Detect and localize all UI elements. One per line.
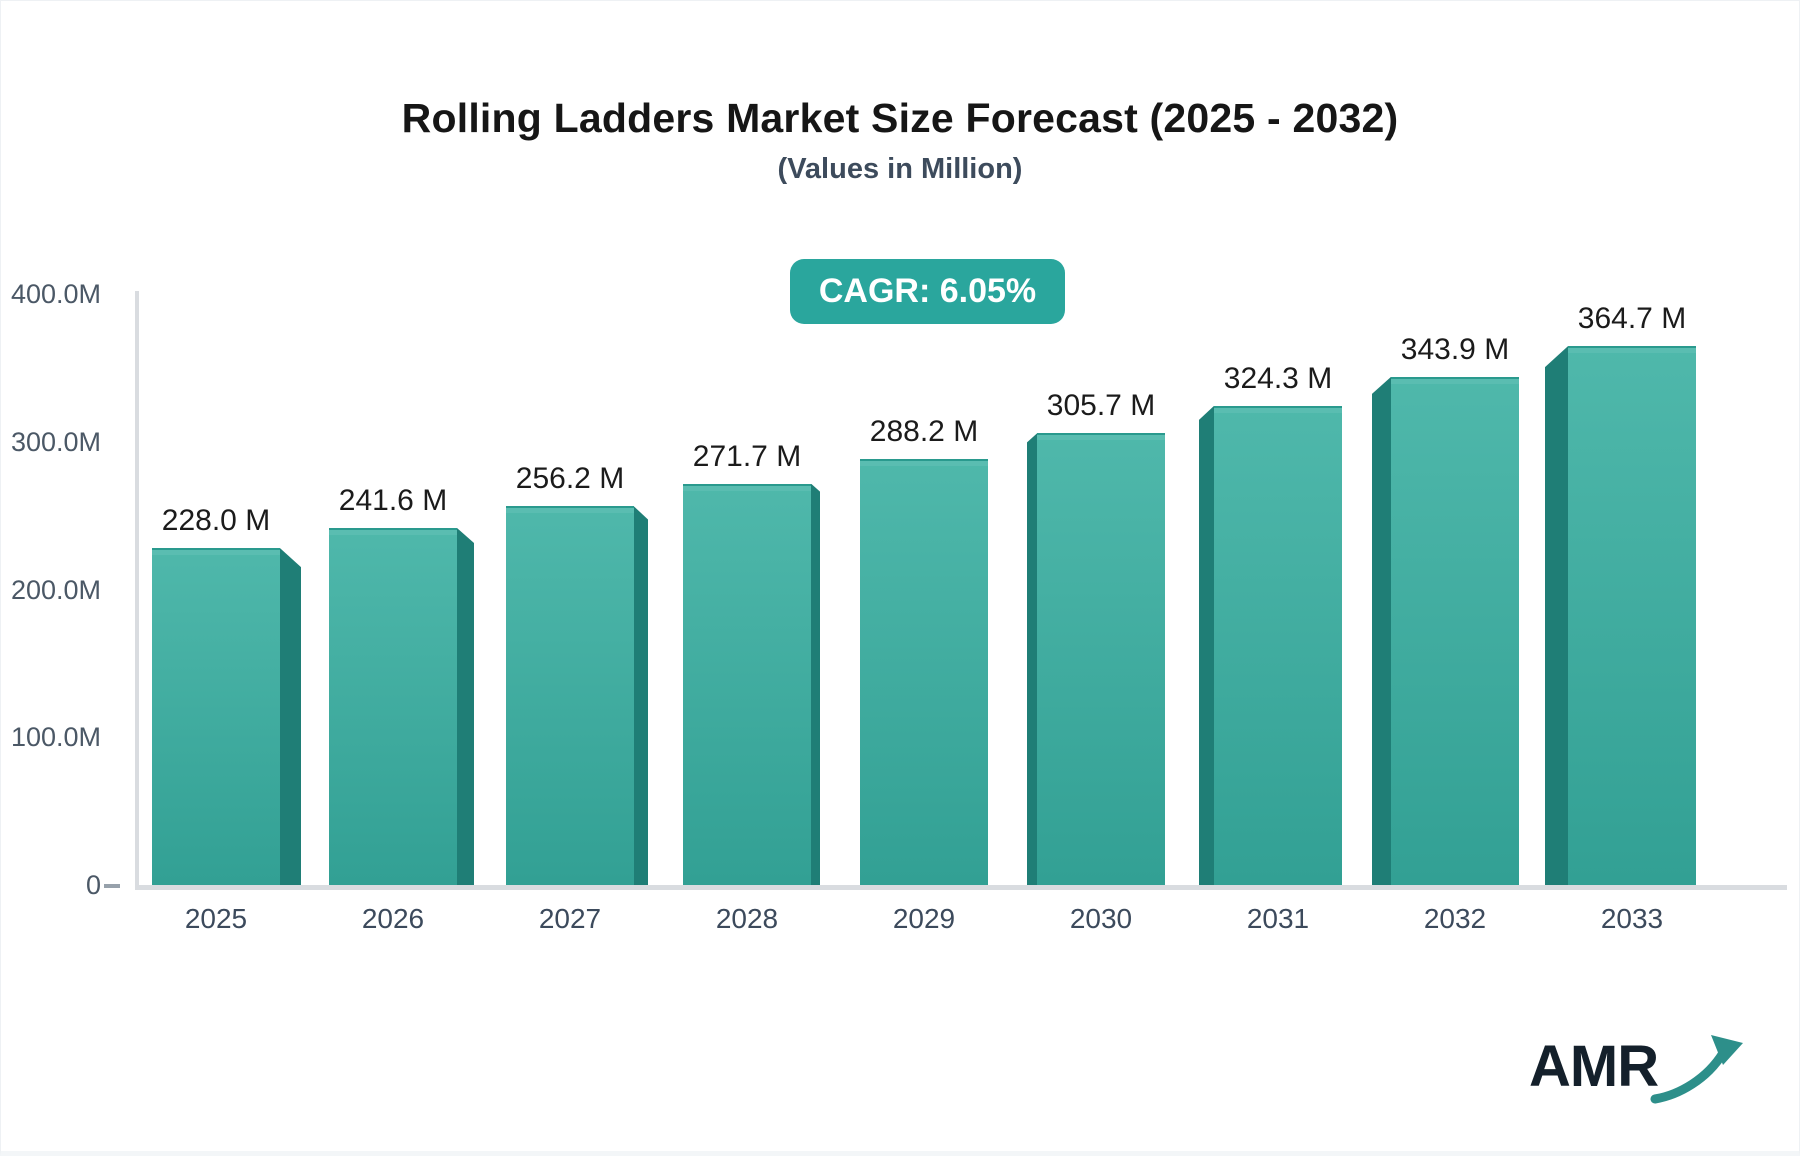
bar-side-2031 bbox=[1199, 405, 1214, 885]
y-axis-line bbox=[135, 291, 139, 887]
bar-2028 bbox=[683, 483, 811, 885]
bar-side-2030 bbox=[1027, 433, 1037, 885]
bar-value-label-2029: 288.2 M bbox=[869, 415, 979, 449]
y-axis-tick-label: 200.0M bbox=[10, 574, 101, 605]
bar-2032 bbox=[1391, 376, 1519, 885]
bar-side-2025 bbox=[280, 548, 301, 885]
bar-side-2032 bbox=[1372, 376, 1391, 885]
y-axis-tick-label: 300.0M bbox=[10, 426, 101, 457]
bar-side-2027 bbox=[634, 506, 648, 885]
bar-side-2026 bbox=[457, 528, 474, 885]
x-axis-label-2027: 2027 bbox=[538, 903, 602, 934]
cagr-badge: CAGR: 6.05% bbox=[790, 259, 1065, 324]
x-axis-label-2028: 2028 bbox=[715, 903, 779, 934]
y-axis-tick-label: 0 bbox=[85, 870, 101, 900]
bar-2027 bbox=[506, 506, 634, 885]
bar-value-label-2032: 343.9 M bbox=[1400, 332, 1510, 366]
bar-2025 bbox=[152, 548, 280, 885]
bar-side-2028 bbox=[811, 483, 820, 885]
x-axis-label-2026: 2026 bbox=[361, 903, 425, 934]
zero-tick-mark bbox=[104, 884, 120, 888]
chart-title: Rolling Ladders Market Size Forecast (20… bbox=[401, 95, 1399, 141]
bar-top-edge bbox=[1037, 433, 1165, 441]
bar-top-edge bbox=[683, 483, 811, 491]
x-axis-label-2025: 2025 bbox=[184, 903, 248, 934]
bar-top-edge bbox=[860, 459, 988, 467]
bar-value-label-2025: 228.0 M bbox=[161, 504, 271, 538]
growth-arrow-icon bbox=[1650, 1035, 1743, 1104]
bar-top-edge bbox=[329, 528, 457, 536]
bar-value-label-2030: 305.7 M bbox=[1046, 389, 1156, 423]
bar-top-edge bbox=[1214, 405, 1342, 413]
bar-top-edge bbox=[506, 506, 634, 514]
bar-2031 bbox=[1214, 405, 1342, 885]
y-axis-tick-label: 400.0M bbox=[10, 279, 101, 309]
bar-2026 bbox=[329, 528, 457, 885]
bar-top-edge bbox=[1568, 346, 1696, 354]
bar-value-label-2031: 324.3 M bbox=[1223, 361, 1333, 395]
x-axis-label-2033: 2033 bbox=[1600, 903, 1664, 934]
bar-2030 bbox=[1037, 433, 1165, 885]
bar-value-label-2027: 256.2 M bbox=[515, 462, 625, 496]
x-axis-label-2030: 2030 bbox=[1069, 903, 1133, 934]
bar-value-label-2028: 271.7 M bbox=[692, 439, 802, 473]
y-axis-tick-label: 100.0M bbox=[10, 722, 101, 753]
x-axis-line bbox=[135, 885, 1787, 890]
x-axis-label-2029: 2029 bbox=[892, 903, 956, 934]
x-axis-label-2032: 2032 bbox=[1423, 903, 1487, 934]
amr-logo-text: AMR bbox=[1529, 1034, 1659, 1099]
bar-top-edge bbox=[1391, 376, 1519, 384]
x-axis-label-2031: 2031 bbox=[1246, 903, 1310, 934]
bar-side-2033 bbox=[1545, 346, 1568, 885]
amr-logo: AMR bbox=[1529, 1033, 1749, 1123]
bar-2033 bbox=[1568, 346, 1696, 885]
bar-top-edge bbox=[152, 548, 280, 556]
bar-2029 bbox=[860, 459, 988, 885]
bar-value-label-2026: 241.6 M bbox=[338, 484, 448, 518]
chart-subtitle: (Values in Million) bbox=[777, 153, 1023, 185]
bar-value-label-2033: 364.7 M bbox=[1577, 302, 1687, 336]
